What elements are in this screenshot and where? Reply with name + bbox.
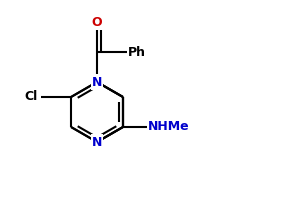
Text: N: N [92, 135, 102, 148]
Text: NHMe: NHMe [148, 120, 190, 133]
Text: Cl: Cl [24, 90, 38, 104]
Text: N: N [92, 76, 102, 89]
Text: Ph: Ph [128, 46, 146, 59]
Text: O: O [92, 15, 102, 28]
